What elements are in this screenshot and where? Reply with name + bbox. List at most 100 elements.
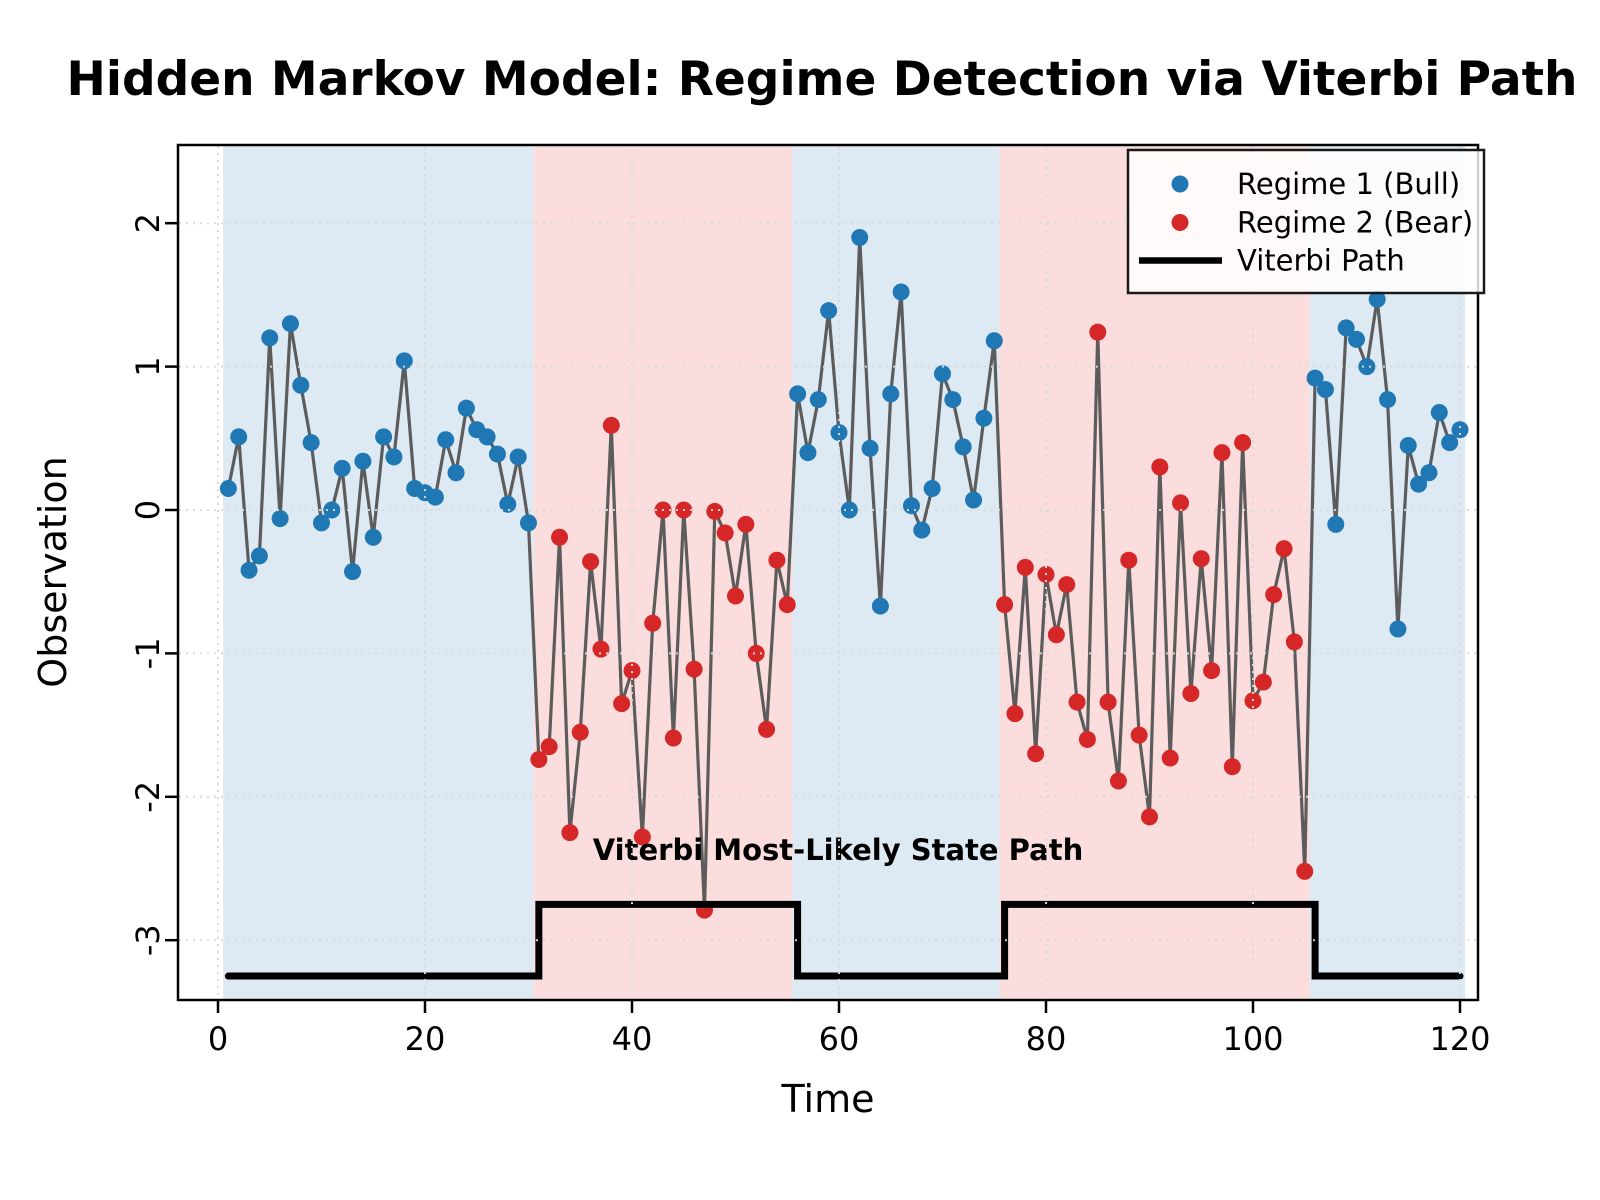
y-tick-label: 2 (129, 213, 167, 233)
data-point (789, 385, 807, 403)
data-point (633, 828, 651, 846)
data-point (1223, 758, 1241, 776)
plot-border (176, 143, 1480, 1002)
x-tick-label: 40 (612, 1020, 653, 1058)
x-tick-label: 100 (1222, 1020, 1283, 1058)
data-point (602, 416, 620, 434)
data-point (1327, 515, 1345, 533)
data-point (1265, 586, 1283, 604)
data-point (219, 479, 237, 497)
data-point (1130, 726, 1148, 744)
data-point (965, 491, 983, 509)
data-point (488, 445, 506, 463)
data-point (758, 720, 776, 738)
data-point (975, 409, 993, 427)
data-point (902, 497, 920, 515)
data-point (447, 464, 465, 482)
data-point (509, 448, 527, 466)
data-point (1099, 693, 1117, 711)
legend-bull-dot-icon (1171, 175, 1189, 193)
data-point (230, 428, 248, 446)
data-point (1379, 391, 1397, 409)
data-point (1203, 662, 1221, 680)
data-point (1389, 620, 1407, 638)
data-point (1120, 551, 1138, 569)
data-point (457, 399, 475, 417)
data-point (778, 596, 796, 614)
y-axis-label: Observation (31, 456, 75, 687)
data-point (1316, 381, 1334, 399)
data-point (561, 824, 579, 842)
regime-2-shading (533, 146, 793, 999)
x-tick-label: 0 (208, 1020, 228, 1058)
data-point (354, 452, 372, 470)
legend-label-viterbi: Viterbi Path (1237, 244, 1405, 278)
data-point (737, 515, 755, 533)
data-point (1068, 693, 1086, 711)
data-point (830, 424, 848, 442)
data-point (271, 510, 289, 528)
data-point (395, 352, 413, 370)
data-point (1399, 436, 1417, 454)
data-point (426, 488, 444, 506)
data-point (861, 439, 879, 457)
data-point (1348, 330, 1365, 348)
data-point (1058, 576, 1076, 594)
data-point (923, 479, 941, 497)
data-point (1337, 319, 1355, 337)
data-point (685, 660, 703, 678)
data-point (727, 587, 744, 605)
data-point (1234, 434, 1252, 452)
data-point (1006, 705, 1024, 723)
y-tick-label: -1 (129, 637, 167, 669)
data-point (302, 434, 320, 452)
data-point (944, 391, 962, 409)
data-point (1089, 323, 1107, 341)
data-point (664, 729, 682, 747)
data-point (250, 547, 268, 565)
data-point (1016, 558, 1034, 576)
data-point (1254, 673, 1272, 691)
data-point (530, 751, 548, 769)
data-point (913, 521, 931, 539)
data-points-layer (219, 229, 1469, 919)
data-point (281, 315, 299, 333)
data-point (985, 332, 1003, 350)
x-tick-label: 20 (405, 1020, 446, 1058)
data-point (840, 501, 858, 519)
data-point (1451, 421, 1469, 439)
data-point (344, 563, 362, 581)
x-tick-label: 80 (1026, 1020, 1067, 1058)
data-point (1182, 685, 1200, 703)
data-point (333, 459, 351, 477)
viterbi-path-line (224, 900, 1464, 980)
data-point (592, 640, 610, 658)
y-tick-label: 1 (129, 356, 167, 376)
y-tick-label: -2 (129, 781, 167, 813)
data-point (799, 444, 817, 462)
data-point (292, 376, 310, 394)
x-tick-label: 120 (1429, 1020, 1490, 1058)
data-point (871, 597, 889, 615)
data-point (1275, 540, 1293, 558)
data-point (478, 428, 496, 446)
data-point (1027, 745, 1045, 763)
data-point (1358, 358, 1376, 376)
data-point (520, 514, 537, 532)
data-point (1410, 475, 1428, 493)
data-point (1296, 862, 1314, 880)
x-tick-label: 60 (819, 1020, 860, 1058)
x-axis-label: Time (781, 1077, 875, 1121)
data-point (540, 738, 558, 756)
data-point (499, 495, 517, 513)
data-point (582, 553, 600, 571)
data-point (623, 662, 641, 680)
data-point (768, 551, 786, 569)
data-point (1141, 808, 1158, 826)
data-point (375, 428, 393, 446)
data-point (934, 365, 951, 383)
data-point (1172, 494, 1190, 512)
data-point (1430, 403, 1448, 421)
regime-1-shading (223, 146, 534, 999)
